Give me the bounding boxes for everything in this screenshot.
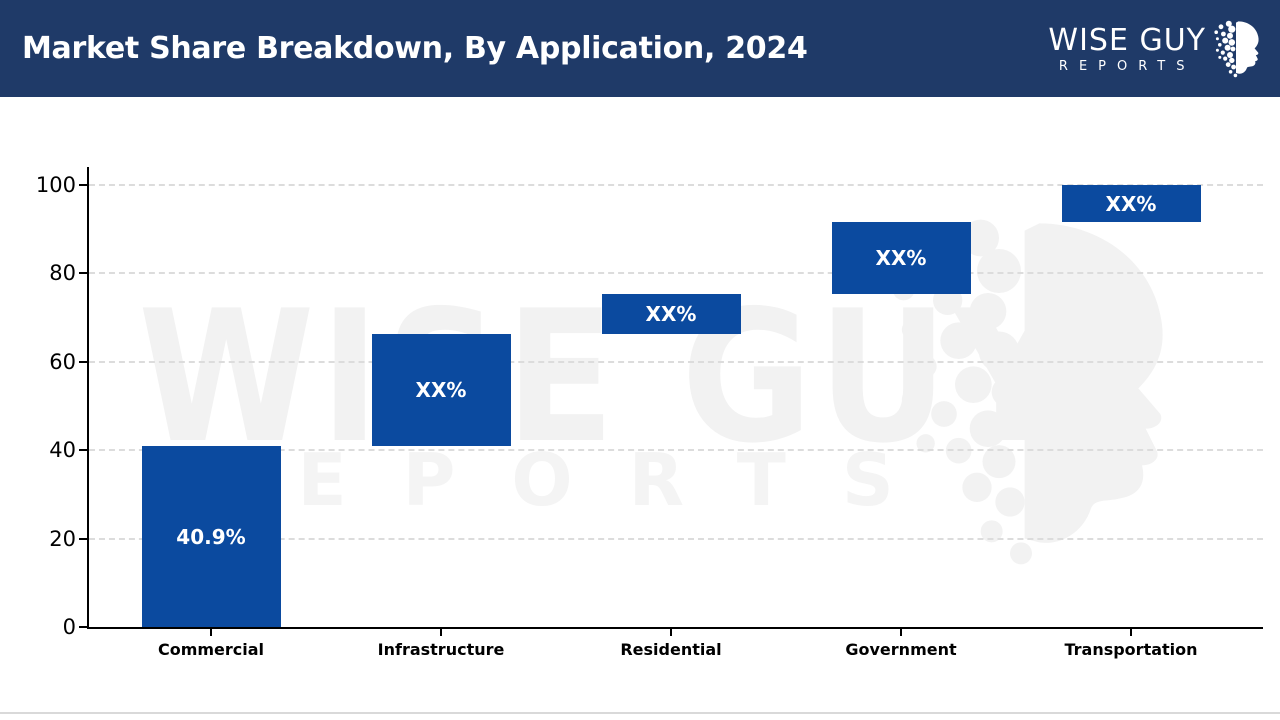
- x-category-label-infrastructure: Infrastructure: [377, 640, 505, 659]
- y-tick-label-60: 60: [49, 350, 76, 374]
- x-category-label-government: Government: [845, 640, 957, 659]
- watermark-tagline: REPORTS: [186, 438, 950, 522]
- y-tick-20: [79, 538, 87, 540]
- bottom-divider: [0, 712, 1280, 714]
- bar-commercial: 40.9%: [141, 446, 281, 627]
- gridline-20: [89, 538, 1263, 540]
- header-bar: Market Share Breakdown, By Application, …: [0, 0, 1280, 97]
- y-tick-0: [79, 626, 87, 628]
- logo-wordmark-block: WISE GUY REPORTS: [1048, 22, 1206, 74]
- y-tick-label-80: 80: [49, 261, 76, 285]
- gridline-80: [89, 272, 1263, 274]
- y-tick-label-100: 100: [35, 173, 76, 197]
- x-tick-residential: [670, 629, 672, 636]
- bar-value-label: XX%: [645, 302, 697, 326]
- logo-tagline: REPORTS: [1058, 58, 1196, 74]
- page-title: Market Share Breakdown, By Application, …: [22, 31, 808, 66]
- y-tick-label-40: 40: [49, 438, 76, 462]
- x-axis: [87, 627, 1263, 629]
- y-tick-label-20: 20: [49, 527, 76, 551]
- bar-residential: XX%: [601, 294, 741, 334]
- bar-infrastructure: XX%: [371, 334, 511, 446]
- gridline-60: [89, 361, 1263, 363]
- bar-value-label: XX%: [875, 246, 927, 270]
- y-tick-80: [79, 272, 87, 274]
- bar-government: XX%: [831, 222, 971, 294]
- gridline-40: [89, 449, 1263, 451]
- bar-value-label: XX%: [1105, 191, 1157, 216]
- y-tick-60: [79, 361, 87, 363]
- bar-value-label: XX%: [415, 378, 467, 402]
- brand-logo: WISE GUY REPORTS: [1048, 6, 1266, 91]
- x-tick-infrastructure: [440, 629, 442, 636]
- gridline-100: [89, 184, 1263, 186]
- x-tick-government: [900, 629, 902, 636]
- x-category-label-commercial: Commercial: [157, 640, 265, 659]
- x-tick-commercial: [210, 629, 212, 636]
- bar-value-label: 40.9%: [176, 524, 246, 549]
- bar-transportation: XX%: [1061, 185, 1201, 222]
- logo-name: WISE GUY: [1048, 22, 1206, 58]
- x-tick-transportation: [1130, 629, 1132, 636]
- x-category-label-transportation: Transportation: [1064, 640, 1198, 659]
- x-category-label-residential: Residential: [620, 640, 722, 659]
- logo-face-icon: [1214, 20, 1259, 77]
- y-axis: [87, 167, 89, 629]
- y-tick-100: [79, 184, 87, 186]
- y-tick-40: [79, 449, 87, 451]
- y-tick-label-0: 0: [62, 615, 76, 639]
